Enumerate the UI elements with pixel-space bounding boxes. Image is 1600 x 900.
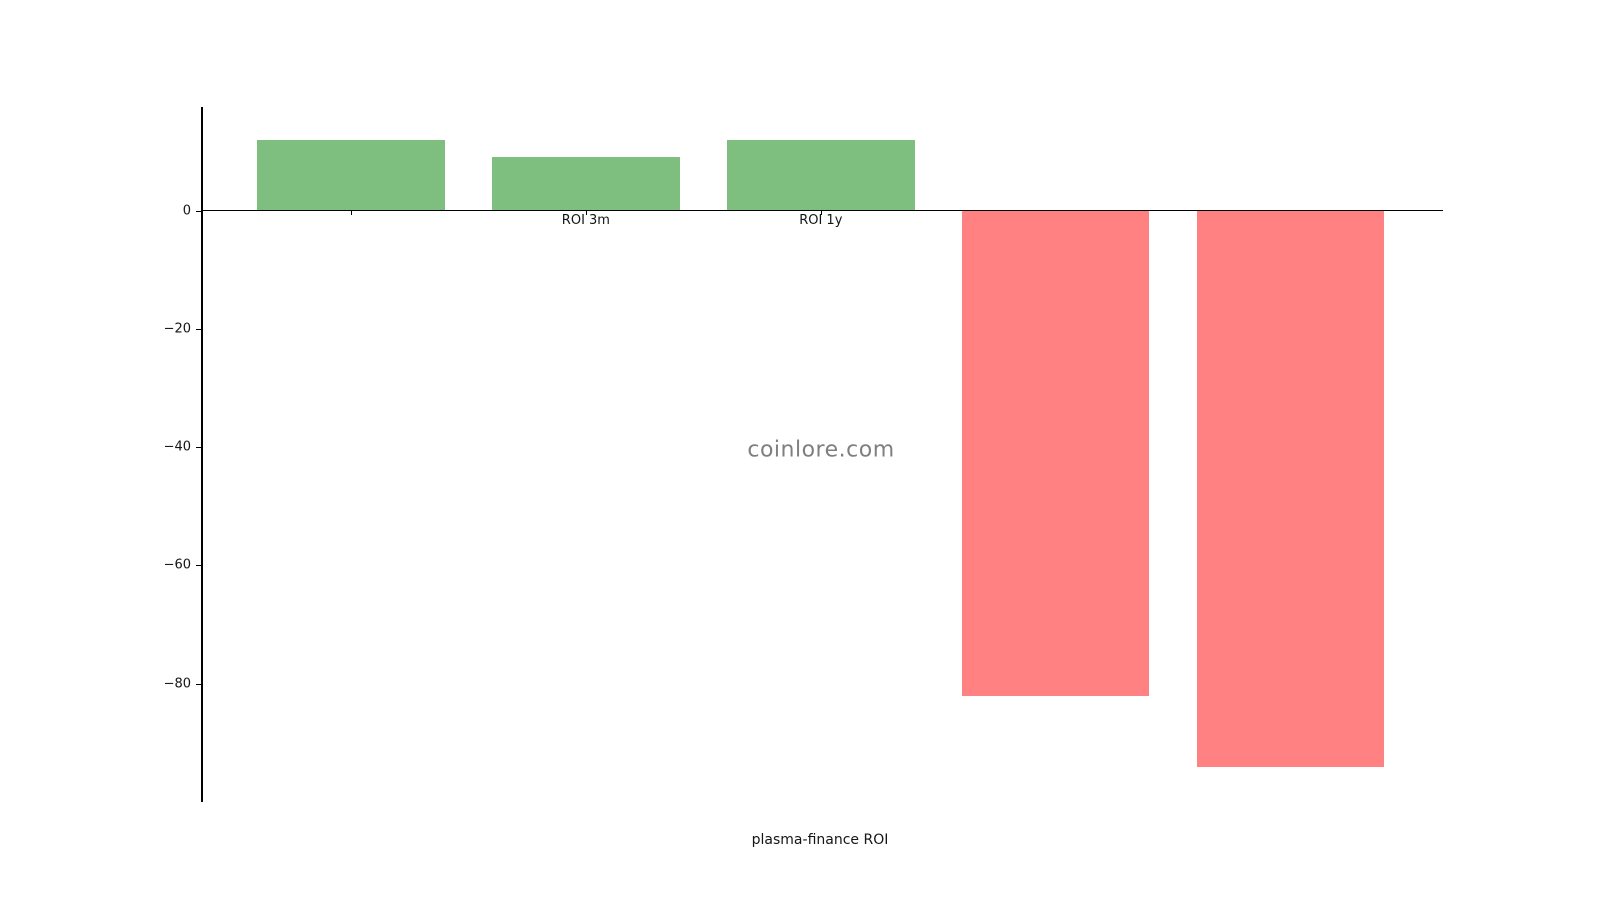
bar-negative bbox=[1196, 210, 1385, 767]
x-tick-label: ROI 3m bbox=[561, 212, 610, 228]
y-tick-label: −40 bbox=[163, 439, 191, 455]
y-tick-mark bbox=[196, 565, 201, 567]
bar-positive bbox=[727, 139, 915, 211]
x-tick-mark bbox=[351, 211, 352, 216]
x-tick-mark bbox=[820, 211, 822, 216]
y-tick-mark bbox=[196, 447, 201, 449]
y-tick-label: −80 bbox=[163, 676, 191, 692]
bar-positive bbox=[492, 157, 680, 211]
x-tick-mark bbox=[585, 211, 587, 216]
y-tick-label: −60 bbox=[163, 557, 191, 573]
bar-positive bbox=[257, 139, 445, 211]
y-tick-label: 0 bbox=[182, 203, 191, 218]
x-tick-label: ROI 1y bbox=[799, 212, 843, 228]
y-tick-mark bbox=[196, 683, 201, 685]
y-tick-mark bbox=[196, 210, 201, 212]
y-tick-mark bbox=[196, 328, 201, 330]
y-tick-label: −20 bbox=[163, 321, 191, 337]
y-axis-spine bbox=[201, 107, 203, 802]
x-axis-title: plasma-finance ROI bbox=[751, 832, 889, 848]
bar-negative bbox=[961, 210, 1150, 696]
watermark-text: coinlore.com bbox=[747, 437, 895, 463]
x-axis-spine bbox=[201, 209, 1443, 212]
